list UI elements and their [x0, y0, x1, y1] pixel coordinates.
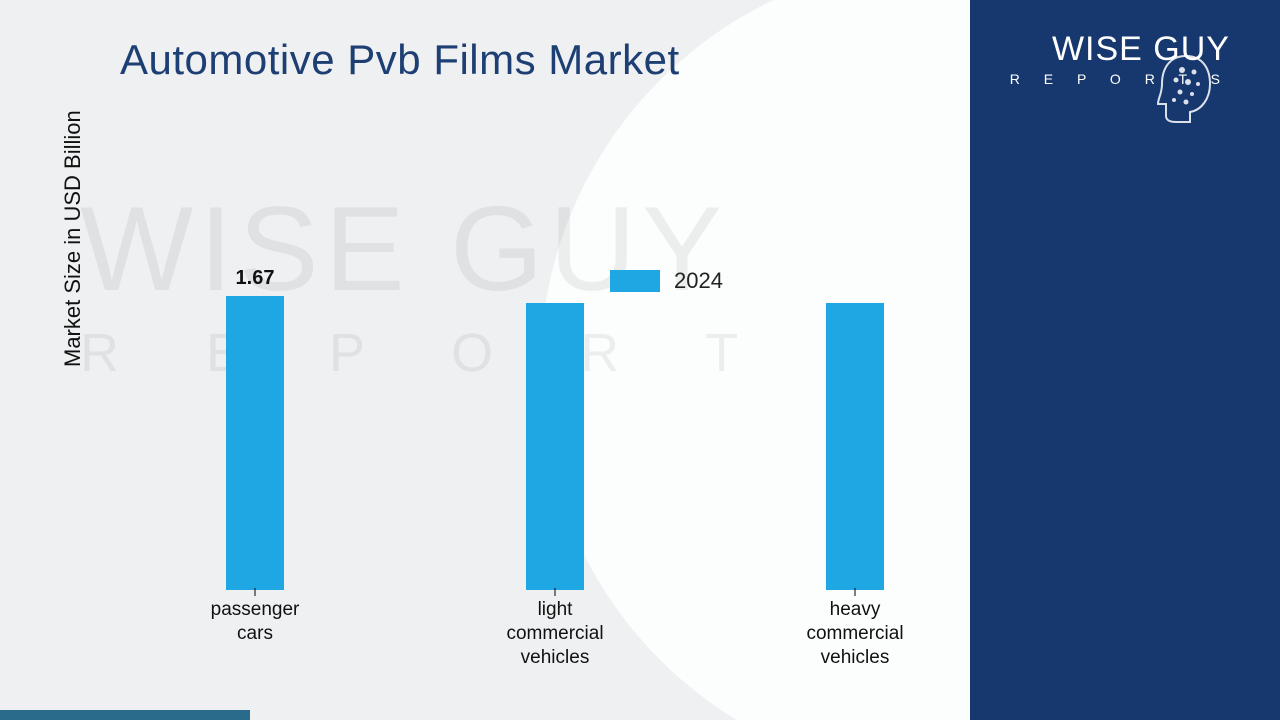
x-tick [255, 588, 256, 596]
bottom-accent-bar [0, 710, 250, 720]
x-axis-label: heavycommercialvehicles [775, 598, 935, 669]
bar [226, 296, 284, 590]
bar [526, 303, 584, 590]
watermark-dots-icon [1040, 120, 1280, 380]
x-tick [555, 588, 556, 596]
brand-logo: WISE GUY R E P O R T S [1010, 30, 1230, 87]
brand-head-icon [1156, 54, 1216, 124]
x-axis-label: lightcommercialvehicles [475, 598, 635, 669]
bar [826, 303, 884, 590]
x-axis-label: passengercars [175, 598, 335, 646]
bars-container: 1.67passengercarslightcommercialvehicles… [100, 150, 1000, 590]
plot-area: 2024 1.67passengercarslightcommercialveh… [100, 150, 1000, 590]
chart-title: Automotive Pvb Films Market [120, 36, 680, 84]
y-axis-label: Market Size in USD Billion [60, 110, 86, 367]
bar-value-label: 1.67 [236, 267, 275, 290]
x-tick [855, 588, 856, 596]
chart-stage: WISE GUY R E P O R T S Automotive Pvb Fi… [0, 0, 1280, 720]
